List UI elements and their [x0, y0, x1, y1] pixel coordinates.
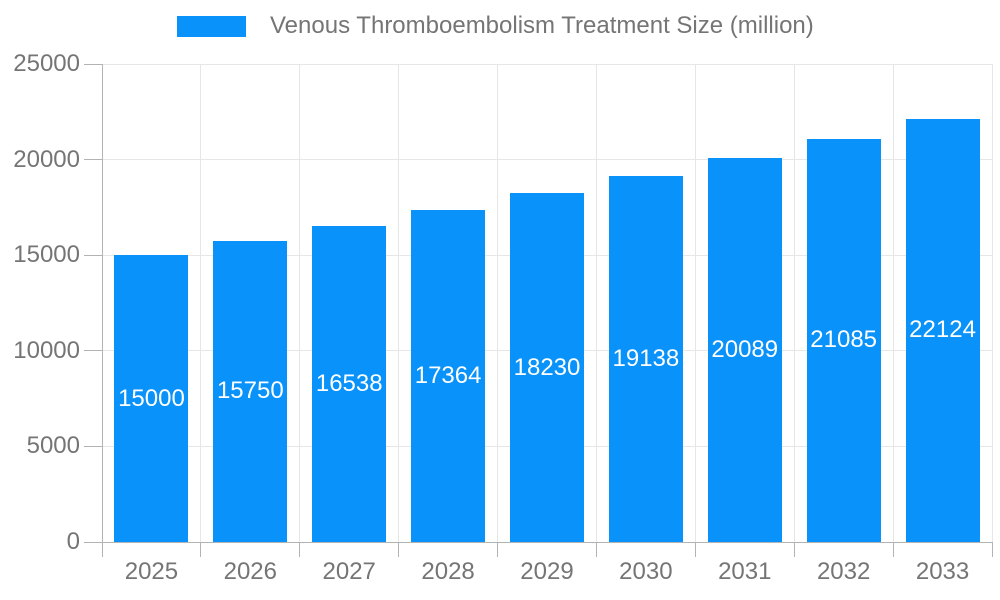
legend-swatch [177, 15, 246, 37]
x-axis-tick [398, 542, 400, 557]
bar-value-label: 17364 [414, 361, 482, 389]
x-gridline [991, 64, 993, 542]
x-tick-label: 2033 [915, 558, 970, 585]
x-tick-label: 2030 [619, 558, 673, 585]
bar[interactable]: 17364 [411, 210, 486, 542]
y-gridline [102, 159, 992, 161]
x-gridline [398, 64, 400, 542]
y-tick-label: 25000 [13, 50, 80, 77]
bar-value-label: 20089 [711, 335, 779, 363]
x-gridline [793, 64, 795, 542]
x-axis-tick [694, 542, 696, 557]
y-tick-label: 15000 [13, 241, 80, 269]
y-axis-tick [84, 159, 102, 161]
x-axis-tick [497, 542, 499, 557]
bar-value-label: 22124 [909, 316, 976, 344]
bar[interactable]: 15000 [114, 255, 189, 542]
y-tick-label: 10000 [13, 336, 80, 364]
x-gridline [595, 64, 597, 542]
y-axis-line [101, 64, 103, 557]
x-axis-tick [595, 542, 597, 557]
bar[interactable]: 19138 [608, 176, 683, 542]
x-tick-label: 2026 [223, 558, 277, 585]
bar-value-label: 21085 [810, 326, 878, 354]
x-axis-tick [299, 542, 301, 557]
x-axis-tick [892, 542, 894, 557]
x-gridline [497, 64, 499, 542]
y-axis-tick [84, 63, 102, 65]
bar[interactable]: 18230 [510, 193, 584, 542]
bar[interactable]: 15750 [213, 240, 288, 542]
y-axis-tick [84, 350, 102, 352]
bar-value-label: 19138 [612, 345, 680, 373]
x-gridline [299, 64, 301, 542]
bar[interactable]: 20089 [707, 157, 782, 542]
bar-value-label: 15000 [118, 384, 185, 412]
bar[interactable]: 16538 [312, 225, 387, 542]
bar-value-label: 16538 [315, 369, 383, 397]
bar[interactable]: 22124 [905, 118, 980, 542]
x-tick-label: 2029 [520, 558, 574, 585]
bar-value-label: 18230 [513, 353, 581, 381]
y-axis-tick [84, 541, 102, 543]
y-tick-label: 0 [66, 528, 80, 555]
x-tick-label: 2028 [421, 558, 475, 585]
x-tick-label: 2025 [124, 558, 179, 585]
x-tick-label: 2027 [322, 558, 376, 585]
x-axis-tick [991, 542, 993, 557]
bar-value-label: 15750 [216, 377, 284, 405]
chart-legend[interactable]: Venous Thromboembolism Treatment Size (m… [177, 12, 814, 40]
x-axis-tick [793, 542, 795, 557]
y-gridline [102, 63, 992, 65]
x-axis-tick [200, 542, 202, 557]
legend-label: Venous Thromboembolism Treatment Size (m… [270, 12, 814, 39]
bar[interactable]: 21085 [806, 138, 881, 542]
x-gridline [200, 64, 202, 542]
y-axis-tick [84, 254, 102, 256]
x-axis-line [102, 541, 992, 543]
x-gridline [694, 64, 696, 542]
y-axis-tick [84, 445, 102, 447]
y-tick-label: 20000 [13, 145, 80, 173]
x-tick-label: 2031 [718, 558, 772, 585]
x-gridline [892, 64, 894, 542]
y-tick-label: 5000 [26, 432, 80, 460]
x-tick-label: 2032 [816, 558, 871, 585]
